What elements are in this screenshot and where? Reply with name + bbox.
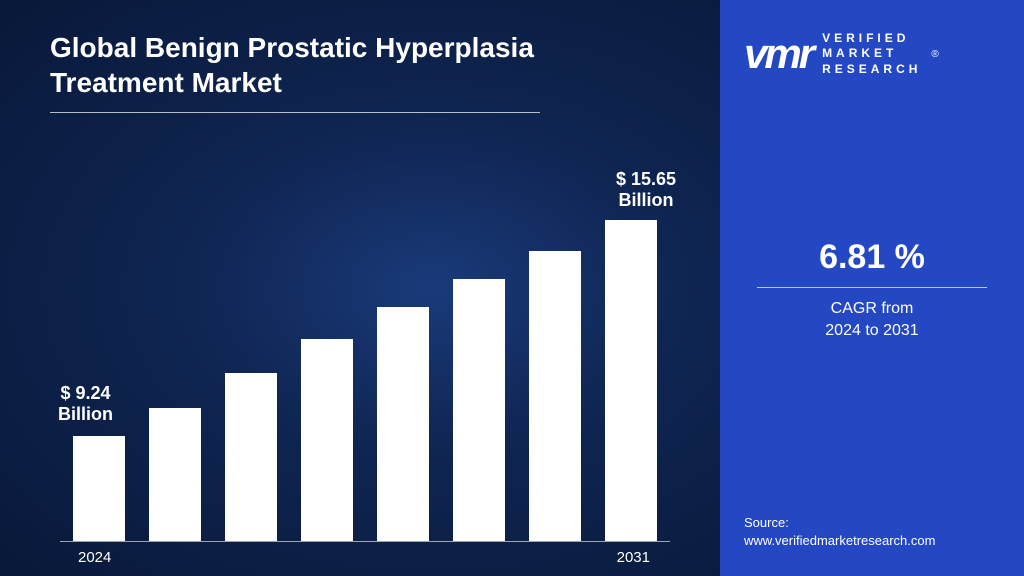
logo-line3: RESEARCH bbox=[822, 62, 921, 78]
title-underline bbox=[50, 112, 540, 113]
page-title: Global Benign Prostatic Hyperplasia Trea… bbox=[50, 30, 610, 100]
bar-2030 bbox=[529, 251, 581, 541]
first-value-unit: Billion bbox=[58, 404, 113, 426]
year-end-label: 2031 bbox=[617, 549, 650, 566]
cagr-underline bbox=[757, 287, 987, 288]
logo-line1: VERIFIED bbox=[822, 31, 921, 47]
chart-panel: Global Benign Prostatic Hyperplasia Trea… bbox=[0, 0, 720, 576]
logo-text: VERIFIED MARKET RESEARCH bbox=[822, 31, 921, 78]
summary-panel: vmr VERIFIED MARKET RESEARCH ® 6.81 % CA… bbox=[720, 0, 1024, 576]
bar-2027 bbox=[301, 339, 353, 541]
source-label: Source: bbox=[744, 514, 1000, 532]
bar-2031 bbox=[605, 220, 657, 541]
source-url: www.verifiedmarketresearch.com bbox=[744, 532, 1000, 550]
logo-mark-icon: vmr bbox=[744, 30, 812, 78]
cagr-label-line1: CAGR from bbox=[744, 298, 1000, 320]
last-bar-value-label: $ 15.65 Billion bbox=[616, 169, 676, 212]
logo-line2: MARKET bbox=[822, 46, 921, 62]
brand-logo: vmr VERIFIED MARKET RESEARCH ® bbox=[744, 30, 1000, 78]
bars-group bbox=[60, 192, 670, 542]
source-block: Source: www.verifiedmarketresearch.com bbox=[744, 514, 1000, 556]
bar-2024 bbox=[73, 436, 125, 541]
last-value-unit: Billion bbox=[616, 190, 676, 212]
year-start-label: 2024 bbox=[78, 549, 111, 566]
first-bar-value-label: $ 9.24 Billion bbox=[58, 383, 113, 426]
cagr-block: 6.81 % CAGR from 2024 to 2031 bbox=[744, 238, 1000, 343]
bar-2025 bbox=[149, 408, 201, 541]
registered-icon: ® bbox=[931, 49, 938, 60]
cagr-value: 6.81 % bbox=[744, 238, 1000, 277]
bar-2029 bbox=[453, 279, 505, 541]
bar-2026 bbox=[225, 373, 277, 541]
bar-2028 bbox=[377, 307, 429, 541]
last-value-amount: $ 15.65 bbox=[616, 169, 676, 191]
infographic-container: Global Benign Prostatic Hyperplasia Trea… bbox=[0, 0, 1024, 576]
first-value-amount: $ 9.24 bbox=[58, 383, 113, 405]
bar-chart: $ 9.24 Billion $ 15.65 Billion 2024 2031 bbox=[60, 192, 670, 542]
cagr-label-line2: 2024 to 2031 bbox=[744, 320, 1000, 342]
